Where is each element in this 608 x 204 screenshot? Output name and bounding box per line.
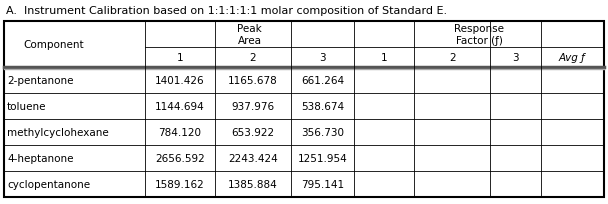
Text: 2243.424: 2243.424 — [228, 153, 278, 163]
Text: 784.120: 784.120 — [158, 127, 201, 137]
Text: 4-heptanone: 4-heptanone — [7, 153, 74, 163]
Text: 3: 3 — [512, 53, 519, 63]
Text: methylcyclohexane: methylcyclohexane — [7, 127, 109, 137]
Text: 2: 2 — [449, 53, 455, 63]
Text: toluene: toluene — [7, 102, 46, 111]
Text: 1144.694: 1144.694 — [155, 102, 205, 111]
Bar — [4, 22, 604, 197]
Text: Component: Component — [23, 40, 83, 50]
Text: 538.674: 538.674 — [301, 102, 344, 111]
Text: 356.730: 356.730 — [301, 127, 344, 137]
Text: 3: 3 — [319, 53, 326, 63]
Text: 1251.954: 1251.954 — [298, 153, 348, 163]
Text: 1589.162: 1589.162 — [155, 179, 205, 189]
Text: 1385.884: 1385.884 — [228, 179, 278, 189]
Text: 2: 2 — [250, 53, 257, 63]
Text: 2656.592: 2656.592 — [155, 153, 205, 163]
Text: Response
Factor (ƒ): Response Factor (ƒ) — [454, 24, 504, 46]
Text: Avg ƒ: Avg ƒ — [559, 53, 586, 63]
Text: 795.141: 795.141 — [301, 179, 344, 189]
Text: 661.264: 661.264 — [301, 76, 344, 86]
Text: 1: 1 — [381, 53, 387, 63]
Text: 1401.426: 1401.426 — [155, 76, 205, 86]
Text: Peak
Area: Peak Area — [237, 24, 262, 46]
Text: 937.976: 937.976 — [232, 102, 275, 111]
Text: cyclopentanone: cyclopentanone — [7, 179, 90, 189]
Text: A.  Instrument Calibration based on 1:1:1:1:1 molar composition of Standard E.: A. Instrument Calibration based on 1:1:1… — [6, 6, 447, 16]
Text: 653.922: 653.922 — [232, 127, 275, 137]
Text: 1: 1 — [176, 53, 183, 63]
Text: 2-pentanone: 2-pentanone — [7, 76, 74, 86]
Text: 1165.678: 1165.678 — [228, 76, 278, 86]
